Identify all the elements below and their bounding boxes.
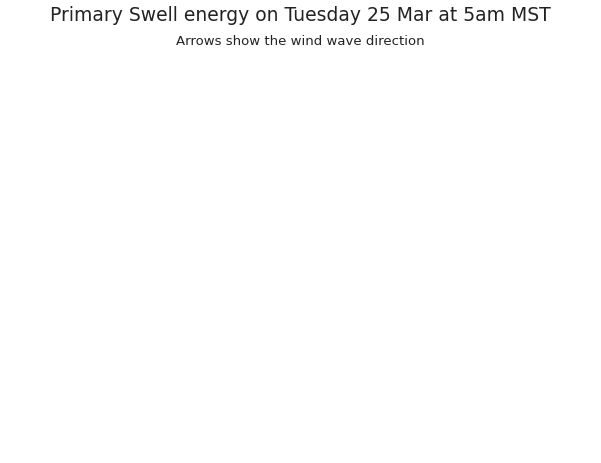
Text: cartopy required: cartopy required (219, 247, 382, 266)
Text: Primary Swell energy on Tuesday 25 Mar at 5am MST: Primary Swell energy on Tuesday 25 Mar a… (50, 6, 551, 25)
Text: Arrows show the wind wave direction: Arrows show the wind wave direction (176, 35, 425, 48)
